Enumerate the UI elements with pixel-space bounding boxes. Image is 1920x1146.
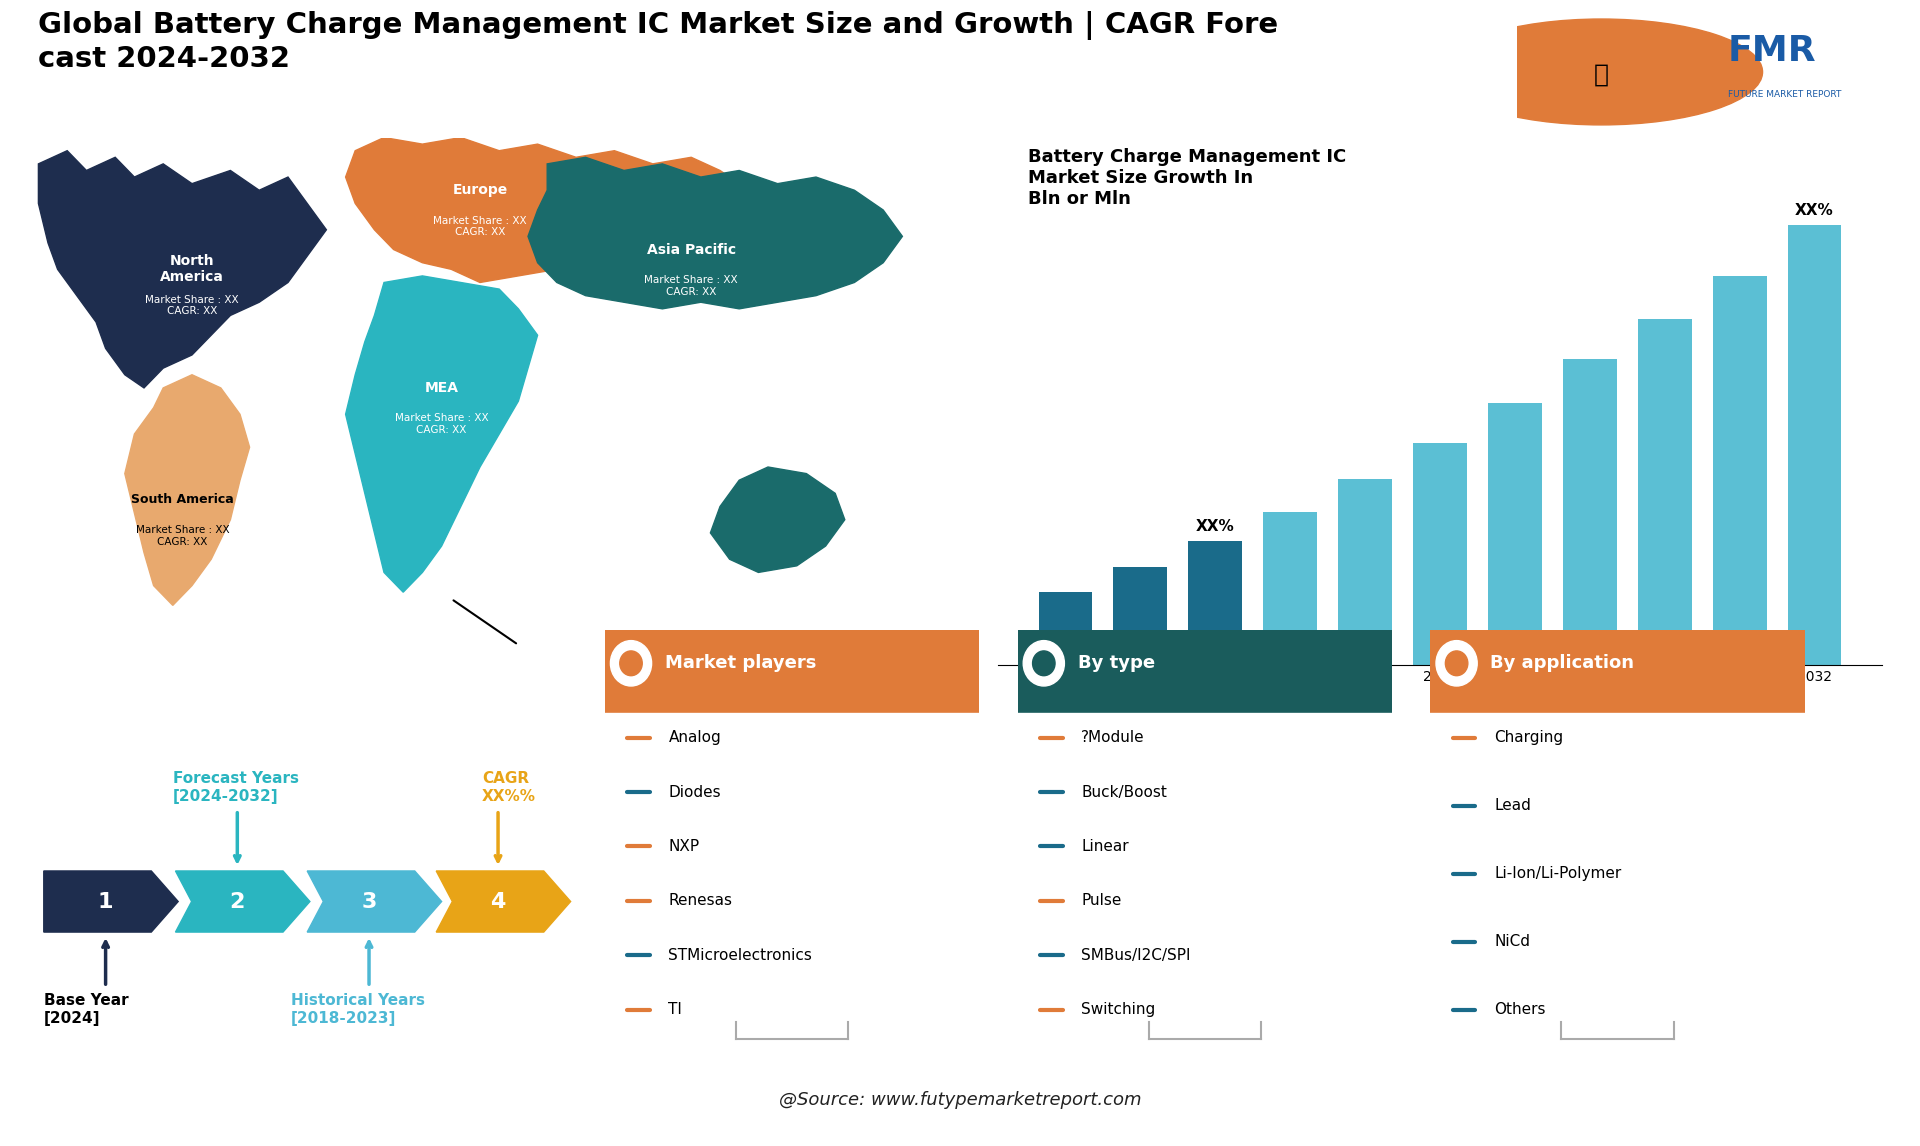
Text: TI: TI [668, 1003, 682, 1018]
Bar [1338, 479, 1392, 665]
Text: Buck/Boost: Buck/Boost [1081, 785, 1167, 800]
Text: @Source: www.futурemarketreport.com: @Source: www.futурemarketreport.com [780, 1091, 1140, 1109]
Circle shape [1023, 641, 1064, 686]
Text: By type: By type [1077, 654, 1154, 673]
Text: CAGR
XX%%: CAGR XX%% [482, 771, 536, 803]
Text: Renesas: Renesas [668, 894, 732, 909]
Text: Market players: Market players [664, 654, 816, 673]
Circle shape [1446, 651, 1469, 676]
Text: ?Module: ?Module [1081, 730, 1144, 745]
Text: NiCd: NiCd [1494, 934, 1530, 949]
Polygon shape [44, 871, 179, 932]
Text: 2: 2 [230, 892, 246, 911]
Text: Base Year
[2024]: Base Year [2024] [44, 994, 129, 1026]
Text: 4: 4 [490, 892, 505, 911]
Polygon shape [38, 150, 326, 387]
Polygon shape [436, 871, 570, 932]
Bar [1188, 541, 1242, 665]
Text: South America: South America [131, 494, 234, 507]
Polygon shape [346, 276, 538, 592]
FancyBboxPatch shape [1415, 614, 1820, 713]
Text: Switching: Switching [1081, 1003, 1156, 1018]
Text: Analog: Analog [668, 730, 722, 745]
Text: Europe: Europe [453, 183, 507, 197]
Text: Pulse: Pulse [1081, 894, 1121, 909]
Circle shape [1436, 641, 1476, 686]
Text: 🔋: 🔋 [1594, 63, 1609, 86]
Polygon shape [307, 871, 442, 932]
Text: Historical Years
[2018-2023]: Historical Years [2018-2023] [292, 994, 424, 1026]
Bar [1713, 276, 1766, 665]
Text: Asia Pacific: Asia Pacific [647, 243, 735, 257]
Text: North
America: North America [159, 254, 225, 284]
Circle shape [1440, 19, 1763, 125]
Text: Charging: Charging [1494, 730, 1563, 745]
Text: Battery Charge Management IC
Market Size Growth In
Bln or Mln: Battery Charge Management IC Market Size… [1027, 149, 1346, 209]
Polygon shape [125, 375, 250, 605]
Text: XX%: XX% [1196, 519, 1235, 534]
Text: STMicroelectronics: STMicroelectronics [668, 948, 812, 963]
Text: MEA: MEA [424, 380, 459, 395]
Bar [1263, 512, 1317, 665]
Bar [1039, 592, 1092, 665]
Text: 1: 1 [98, 892, 113, 911]
Text: Linear: Linear [1081, 839, 1129, 854]
Text: Global Battery Charge Management IC Market Size and Growth | CAGR Fore
cast 2024: Global Battery Charge Management IC Mark… [38, 11, 1279, 73]
Text: Lead: Lead [1494, 798, 1530, 814]
Bar [1638, 320, 1692, 665]
Text: XX%: XX% [1795, 203, 1834, 218]
Circle shape [1033, 651, 1056, 676]
Text: Market Share : XX
CAGR: XX: Market Share : XX CAGR: XX [136, 525, 228, 547]
FancyBboxPatch shape [1014, 700, 1396, 1047]
Polygon shape [710, 468, 845, 573]
Text: By application: By application [1490, 654, 1634, 673]
Text: FMR: FMR [1728, 34, 1816, 68]
Text: Diodes: Diodes [668, 785, 722, 800]
Text: 3: 3 [361, 892, 376, 911]
Bar [1563, 360, 1617, 665]
Text: Market Share : XX
CAGR: XX: Market Share : XX CAGR: XX [396, 414, 488, 435]
Bar [1488, 403, 1542, 665]
Polygon shape [175, 871, 309, 932]
Bar [1413, 442, 1467, 665]
Text: Market Share : XX
CAGR: XX: Market Share : XX CAGR: XX [645, 275, 737, 297]
Circle shape [620, 651, 641, 676]
Text: Market Share : XX
CAGR: XX: Market Share : XX CAGR: XX [434, 215, 526, 237]
FancyBboxPatch shape [1427, 700, 1809, 1047]
Bar [1788, 225, 1841, 665]
Text: SMBus/I2C/SPI: SMBus/I2C/SPI [1081, 948, 1190, 963]
FancyBboxPatch shape [601, 700, 983, 1047]
FancyBboxPatch shape [1002, 614, 1407, 713]
Text: Market Share : XX
CAGR: XX: Market Share : XX CAGR: XX [146, 295, 238, 316]
Text: Others: Others [1494, 1003, 1546, 1018]
Polygon shape [346, 138, 768, 283]
Text: Forecast Years
[2024-2032]: Forecast Years [2024-2032] [173, 771, 300, 803]
Text: Li-Ion/Li-Polymer: Li-Ion/Li-Polymer [1494, 866, 1620, 881]
Bar [1114, 566, 1167, 665]
FancyBboxPatch shape [589, 614, 995, 713]
Circle shape [611, 641, 651, 686]
Text: NXP: NXP [668, 839, 699, 854]
Polygon shape [528, 157, 902, 308]
Text: FUTURE MARKET REPORT: FUTURE MARKET REPORT [1728, 89, 1841, 99]
